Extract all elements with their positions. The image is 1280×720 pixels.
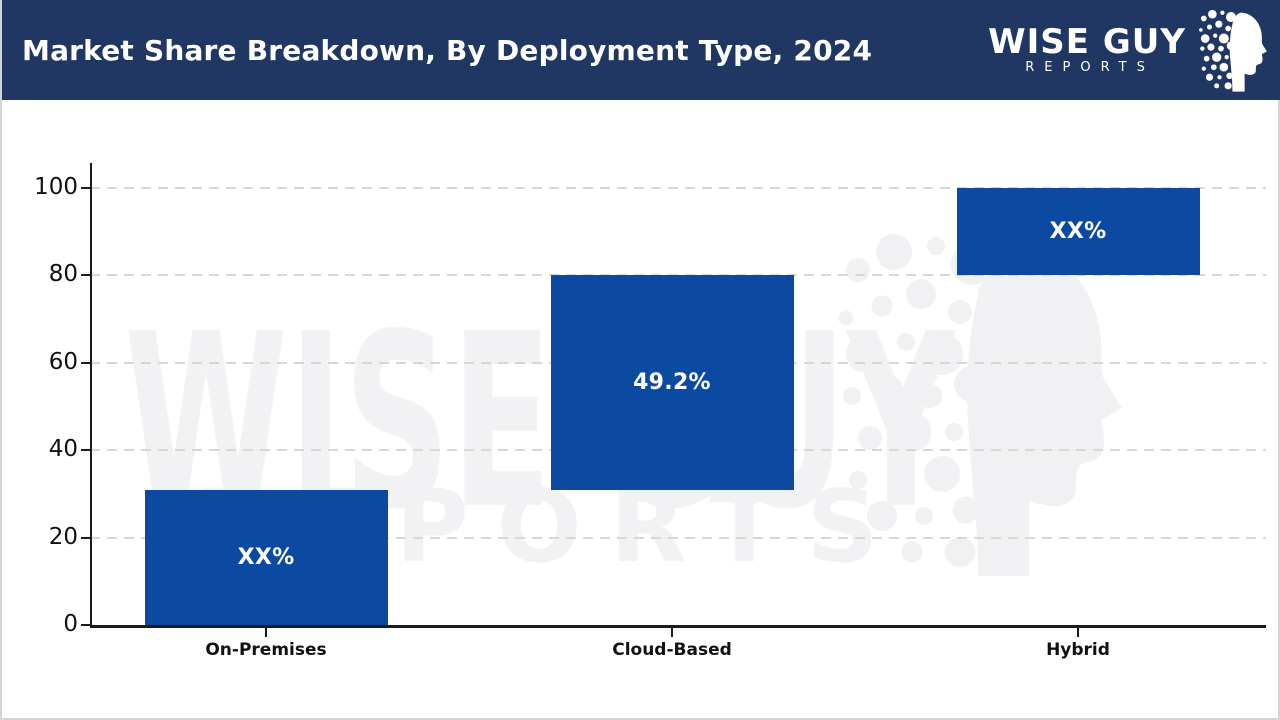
gridline-100: [90, 187, 1266, 189]
y-tick-label: 100: [34, 174, 78, 200]
category-label-1: On-Premises: [205, 640, 327, 660]
category-label-3: Hybrid: [1046, 640, 1110, 660]
bar-value-label: XX%: [237, 545, 295, 571]
x-tick-mark: [671, 628, 673, 637]
gridline-20: [90, 536, 1266, 539]
bar-hybrid: XX%: [956, 188, 1200, 276]
bar-on-premises: XX%: [144, 490, 388, 625]
y-tick-mark: [81, 624, 90, 626]
y-axis-line: [90, 163, 92, 625]
y-tick-mark: [81, 274, 90, 277]
y-tick-mark: [81, 449, 90, 452]
logo-text: WISE GUY REPORTS: [988, 21, 1186, 76]
y-tick-label: 0: [63, 611, 78, 637]
bar-cloud-based: 49.2%: [550, 275, 794, 491]
x-tick-mark: [1077, 628, 1079, 637]
y-tick-mark: [81, 187, 90, 189]
x-tick-mark: [265, 628, 267, 637]
logo-head-icon: [1199, 9, 1267, 92]
x-axis-line: [90, 625, 1266, 628]
logo-wordmark: WISE GUY: [988, 21, 1186, 62]
wise-guy-logo: WISE GUY REPORTS: [988, 7, 1280, 93]
y-tick-label: 80: [48, 261, 78, 288]
chart-title: Market Share Breakdown, By Deployment Ty…: [22, 33, 873, 67]
bar-value-label: XX%: [1049, 219, 1107, 245]
y-tick-mark: [81, 361, 90, 364]
header: Market Share Breakdown, By Deployment Ty…: [2, 0, 1280, 100]
logo-subtext: REPORTS: [1025, 60, 1155, 76]
bar-value-label: 49.2%: [633, 370, 711, 396]
y-tick-label: 60: [48, 348, 78, 375]
y-tick-label: 40: [48, 436, 78, 463]
y-tick-label: 20: [48, 523, 78, 550]
y-tick-mark: [81, 536, 90, 539]
category-label-2: Cloud-Based: [612, 640, 732, 660]
